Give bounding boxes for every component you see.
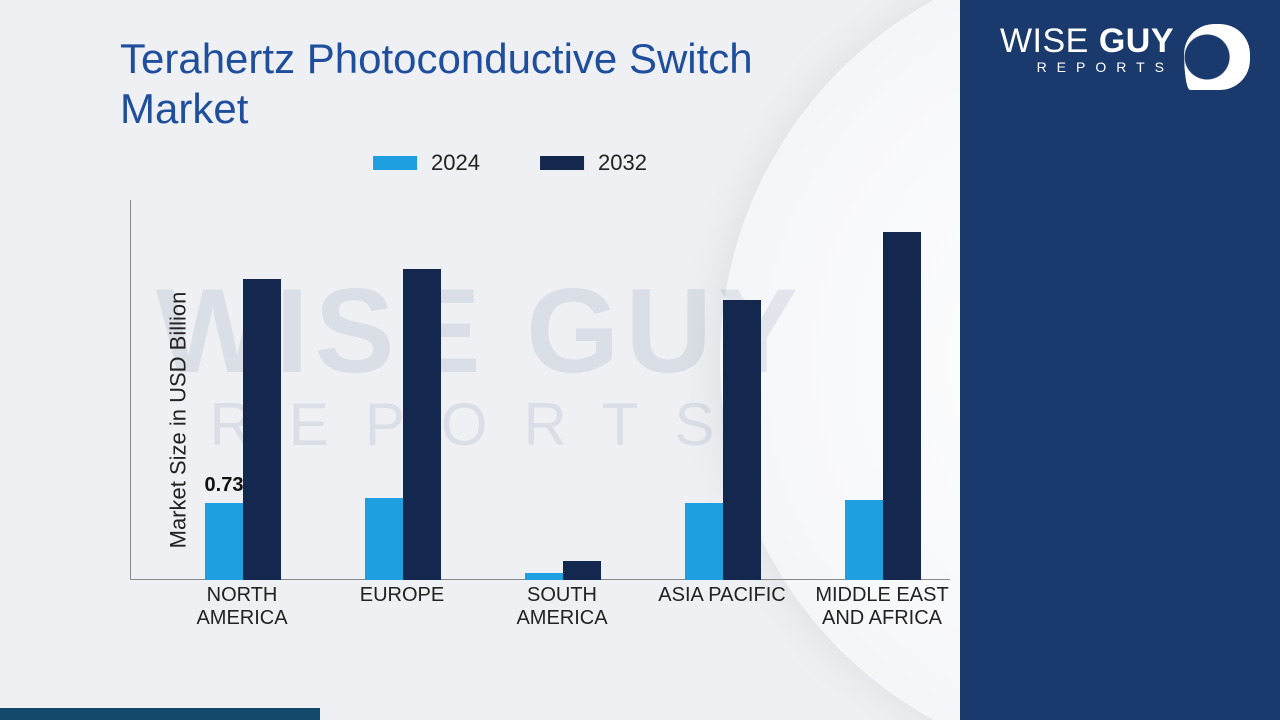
brand-logo: WISE GUY REPORTS <box>1000 24 1250 90</box>
plot-area: 0.73 <box>130 200 950 580</box>
category-labels: NORTH AMERICA EUROPE SOUTH AMERICA ASIA PAC… <box>130 584 950 684</box>
legend-item-2032: 2032 <box>540 150 647 176</box>
chart-title: Terahertz Photoconductive Switch Market <box>120 34 840 133</box>
brand-logo-main: WISE GUY <box>1000 24 1174 58</box>
category-label: ASIA PACIFIC <box>652 584 792 607</box>
chart-area: Market Size in USD Billion 2024 2032 0.7… <box>60 150 960 690</box>
bar-group <box>823 232 943 580</box>
category-label: SOUTH AMERICA <box>492 584 632 630</box>
bar-2024 <box>205 503 243 580</box>
legend-item-2024: 2024 <box>373 150 480 176</box>
bar-2032 <box>403 269 441 580</box>
bar-group <box>343 269 463 580</box>
bar-group <box>663 300 783 580</box>
legend: 2024 2032 <box>373 150 647 176</box>
category-label: EUROPE <box>332 584 472 607</box>
brand-head-icon <box>1184 24 1250 90</box>
bar-group <box>503 561 623 580</box>
legend-label-2032: 2032 <box>598 150 647 176</box>
chart-canvas: WISE GUY REPORTS WISE GUY REPORTS Terahe… <box>0 0 1280 720</box>
legend-swatch-2032 <box>540 156 584 170</box>
bar-2032 <box>563 561 601 580</box>
brand-logo-text: WISE GUY REPORTS <box>1000 24 1174 74</box>
category-label: MIDDLE EAST AND AFRICA <box>812 584 952 630</box>
bar-2032 <box>243 279 281 580</box>
bar-2024 <box>845 500 883 580</box>
bottom-accent-bar <box>0 708 320 720</box>
brand-panel <box>960 0 1280 720</box>
brand-logo-sub: REPORTS <box>1000 60 1174 74</box>
bar-2024 <box>685 503 723 580</box>
legend-swatch-2024 <box>373 156 417 170</box>
category-label: NORTH AMERICA <box>172 584 312 630</box>
bar-2032 <box>723 300 761 580</box>
bar-2032 <box>883 232 921 580</box>
bar-2024 <box>365 498 403 580</box>
legend-label-2024: 2024 <box>431 150 480 176</box>
bar-2024 <box>525 573 563 580</box>
bar-group <box>183 279 303 580</box>
data-label: 0.73 <box>205 474 244 497</box>
